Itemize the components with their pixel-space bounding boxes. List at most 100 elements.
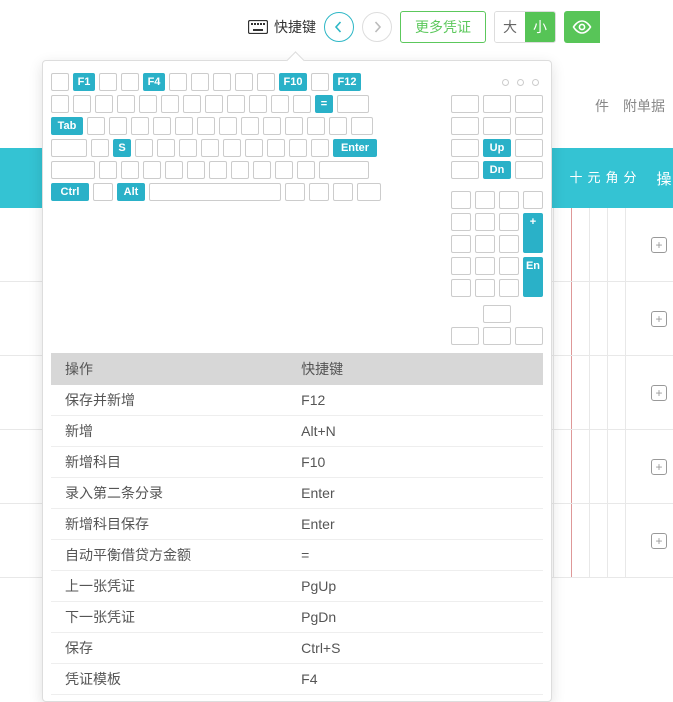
key-blank [451,279,471,297]
key-blank [319,161,369,179]
prev-button[interactable] [324,12,354,42]
key-blank [93,183,113,201]
key-blank [223,139,241,157]
shortcut-row: 录入第二条分录Enter [51,478,543,509]
key-blank [515,95,543,113]
key-blank [139,95,157,113]
preview-button[interactable] [564,11,600,43]
key-alt: Alt [117,183,145,201]
size-large-button[interactable]: 大 [495,12,525,42]
key-blank [451,161,479,179]
add-row-icon[interactable]: + [651,533,667,549]
key-blank [499,213,519,231]
key-blank [475,279,495,297]
key-blank [109,117,127,135]
key-blank [357,183,381,201]
key-blank [201,139,219,157]
add-row-icon[interactable]: + [651,385,667,401]
key-s: S [113,139,131,157]
shortcut-op: 录入第二条分录 [51,478,287,509]
keyboard-diagram: F1F4F10F12=TabSEnterCtrlAlt UpDn +En [51,73,543,345]
next-button[interactable] [362,12,392,42]
shortcut-op: 下一张凭证 [51,602,287,633]
shortcut-key: F4 [287,664,543,695]
key-blank [499,257,519,275]
key-blank [187,161,205,179]
attach-sheets-link[interactable]: 附单据 [623,96,665,116]
key-blank [333,183,353,201]
key-blank [257,73,275,91]
top-links: 件 附单据 [595,96,665,116]
key-blank [91,139,109,157]
add-row-icon[interactable]: + [651,459,667,475]
key-blank [499,191,519,209]
key-blank [51,73,69,91]
key-blank [213,73,231,91]
key-blank [165,161,183,179]
key-blank [183,95,201,113]
key-blank [523,191,543,209]
key-blank [99,161,117,179]
key-+: + [523,213,543,253]
key-blank [121,73,139,91]
key-blank [51,139,87,157]
key-blank [51,161,95,179]
key-blank [245,139,263,157]
col-operation: 操作 [51,353,287,385]
arrow-right-icon [371,21,383,33]
add-row-icon[interactable]: + [651,237,667,253]
shortcut-op: 上一张凭证 [51,571,287,602]
key-blank [515,139,543,157]
key-blank [475,235,495,253]
key-blank [131,117,149,135]
key-blank [483,95,511,113]
key-en: En [523,257,543,297]
shortcut-button[interactable]: 快捷键 [248,17,316,37]
keyboard-icon [248,20,268,34]
more-vouchers-button[interactable]: 更多凭证 [400,11,486,43]
key-blank [99,73,117,91]
key-blank [117,95,135,113]
shortcut-table: 操作 快捷键 保存并新增F12新增Alt+N新增科目F10录入第二条分录Ente… [51,353,543,695]
shortcut-row: 新增科目保存Enter [51,509,543,540]
key-blank [231,161,249,179]
key-blank [515,161,543,179]
key-blank [475,257,495,275]
shortcut-row: 新增科目F10 [51,447,543,478]
key-blank [289,139,307,157]
shortcut-row: 新增Alt+N [51,416,543,447]
shortcut-row: 自动平衡借贷方金额= [51,540,543,571]
shortcut-row: 下一张凭证PgDn [51,602,543,633]
key-blank [451,139,479,157]
arrow-left-icon [333,21,345,33]
key-blank [475,213,495,231]
key-f12: F12 [333,73,361,91]
key-blank [451,213,471,231]
shortcut-row: 上一张凭证PgUp [51,571,543,602]
key-blank [169,73,187,91]
key-blank [249,95,267,113]
key-blank [451,327,479,345]
size-small-button[interactable]: 小 [525,12,555,42]
shortcut-op: 保存并新增 [51,385,287,416]
key-blank [73,95,91,113]
key-blank [143,161,161,179]
key-blank [309,183,329,201]
key-blank [153,117,171,135]
shortcut-row: 凭证模板F4 [51,664,543,695]
key-blank [451,257,471,275]
key-blank [235,73,253,91]
key-blank [157,139,175,157]
add-row-icon[interactable]: + [651,311,667,327]
shortcut-op: 自动平衡借贷方金额 [51,540,287,571]
key-blank [451,235,471,253]
key-blank [227,95,245,113]
key-blank [191,73,209,91]
key-blank [311,73,329,91]
key-blank [95,95,113,113]
key-f1: F1 [73,73,95,91]
key-blank [209,161,227,179]
key-blank [179,139,197,157]
key-blank [515,117,543,135]
attachments-link[interactable]: 件 [595,96,609,116]
